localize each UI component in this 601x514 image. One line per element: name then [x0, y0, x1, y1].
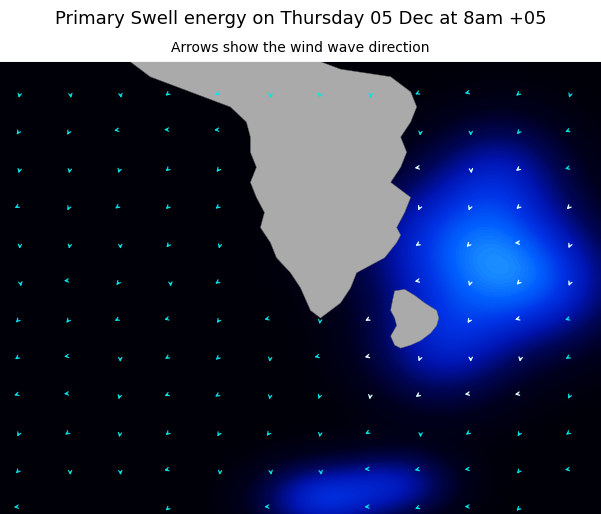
Polygon shape: [130, 62, 416, 318]
Text: Arrows show the wind wave direction: Arrows show the wind wave direction: [171, 41, 430, 55]
Polygon shape: [391, 289, 439, 348]
Text: Primary Swell energy on Thursday 05 Dec at 8am +05: Primary Swell energy on Thursday 05 Dec …: [55, 9, 546, 28]
